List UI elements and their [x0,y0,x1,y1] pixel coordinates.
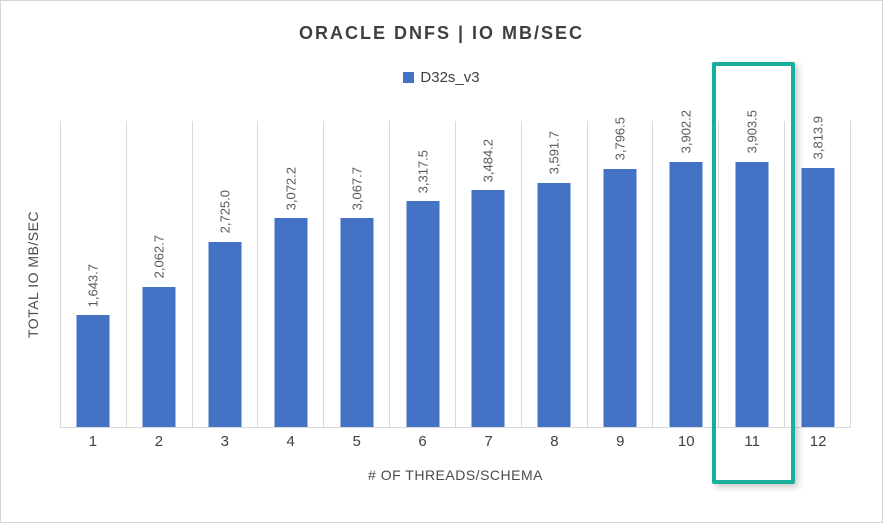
category-cell-2: 2,062.7 [127,121,193,427]
x-tick-label-6: 6 [418,433,427,450]
bar-value-label-6: 3,317.5 [415,150,431,194]
bar-1 [76,315,110,427]
bar-value-label-12: 3,813.9 [810,116,826,160]
category-cell-1: 1,643.7 [61,121,127,427]
category-cell-5: 3,067.7 [324,121,391,427]
legend-series-label: D32s_v3 [420,69,480,86]
category-cell-12: 3,813.9 [785,116,851,427]
bar-value-label-4: 3,072.2 [283,166,299,211]
bar-4 [274,218,308,427]
x-tick-label-8: 8 [550,433,559,450]
x-tick-label-5: 5 [352,433,361,450]
bar-11 [735,161,769,427]
category-cell-10: 3,902.2 [653,110,720,427]
x-tick-label-12: 12 [809,433,827,450]
bar-value-label-10: 3,902.2 [678,110,694,154]
bar-value-label-5: 3,067.7 [349,167,365,211]
x-tick-label-10: 10 [677,433,695,450]
bar-value-label-8: 3,591.7 [546,131,562,175]
bar-8 [537,182,571,427]
category-cell-11: 3,903.5 [719,110,786,427]
x-tick-label-3: 3 [220,433,229,450]
category-cell-3: 2,725.0 [193,121,259,427]
chart-title: ORACLE DNFS | IO MB/SEC [298,23,585,43]
bar-10 [669,161,703,427]
category-cell-4: 3,072.2 [258,121,325,427]
x-tick-label-9: 9 [616,433,625,450]
x-tick-label-1: 1 [88,433,98,450]
x-tick-row: 1 2 3 4 5 6 7 8 9 10 11 12 [60,433,851,450]
x-axis-title: # OF THREADS/SCHEMA [368,467,543,483]
legend: D32s_v3 [1,69,882,86]
bar-value-label-3: 2,725.0 [217,190,233,234]
bar-9 [603,168,637,427]
x-tick-label-4: 4 [286,433,295,450]
bar-value-label-11: 3,903.5 [744,110,760,154]
y-axis-title: TOTAL IO MB/SEC [25,210,41,339]
category-cell-9: 3,796.5 [588,117,654,427]
x-tick-label-2: 2 [154,433,164,450]
bar-7 [471,190,505,427]
category-cell-8: 3,591.7 [522,121,588,427]
plot-area: 1,643.7 2,062.7 2,725.0 3,072.2 3,067.7 3,317… [60,110,851,428]
category-cell-6: 3,317.5 [390,121,456,427]
bar-6 [406,201,440,427]
category-cell-7: 3,484.2 [456,121,522,427]
bar-value-label-7: 3,484.2 [480,138,496,183]
x-tick-label-7: 7 [484,433,493,450]
bar-value-label-2: 2,062.7 [151,235,167,279]
bar-12 [801,167,835,427]
legend-swatch-icon [403,72,415,83]
bar-2 [142,286,176,427]
bar-value-label-1: 1,643.7 [85,263,101,308]
bar-5 [340,218,374,427]
bar-3 [208,241,242,427]
bar-value-label-9: 3,796.5 [612,117,628,161]
x-tick-label-11: 11 [744,433,760,450]
